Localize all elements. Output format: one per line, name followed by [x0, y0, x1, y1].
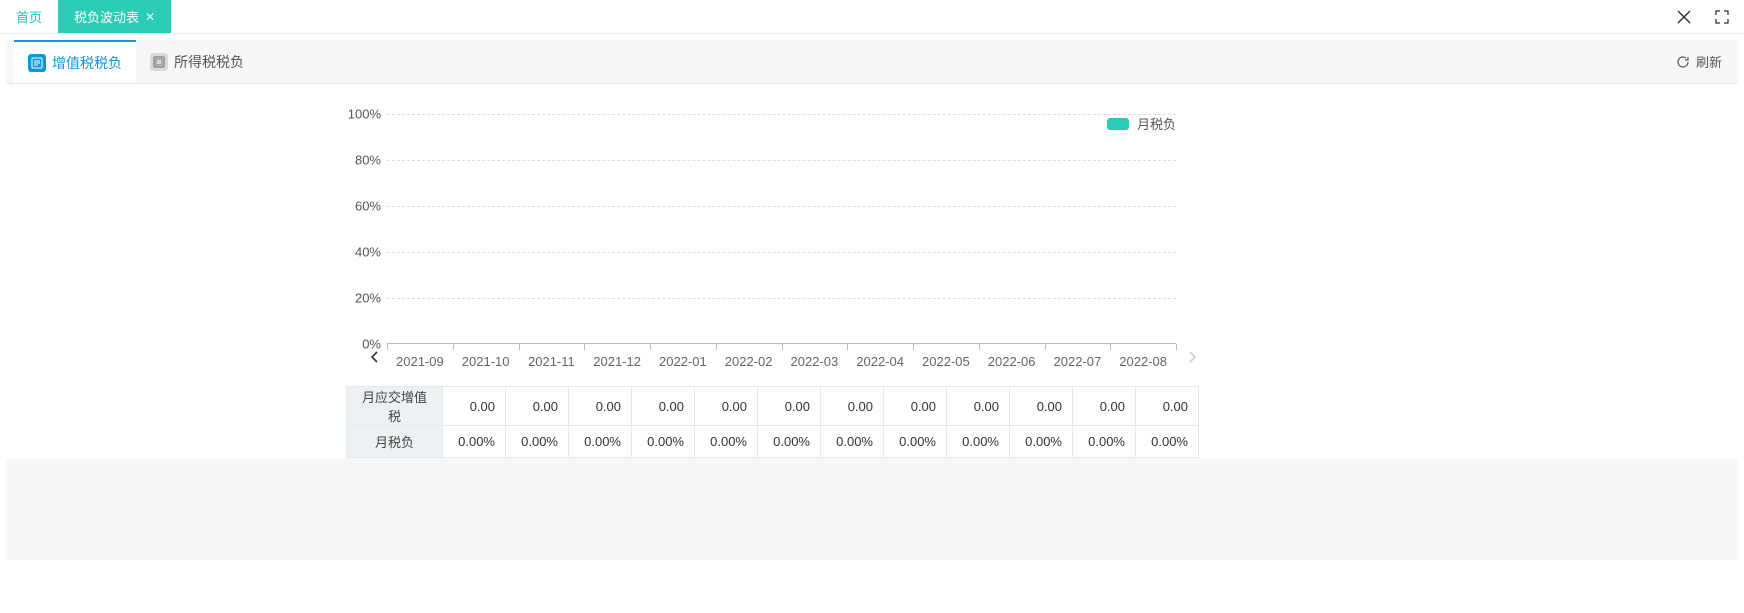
- table-cell: 0.00%: [758, 426, 821, 458]
- refresh-icon: [1676, 55, 1690, 69]
- close-all-tabs-button[interactable]: [1670, 3, 1698, 31]
- table-row: 月税负 0.00% 0.00% 0.00% 0.00% 0.00% 0.00% …: [347, 426, 1199, 458]
- chart-grid-line: [387, 114, 1176, 115]
- x-icon: [1677, 10, 1691, 24]
- table-cell: 0.00%: [1136, 426, 1199, 458]
- chart-x-tick-label: 2021-11: [528, 354, 575, 369]
- tab-tax-fluctuation[interactable]: 税负波动表 ✕: [58, 0, 171, 33]
- chart-x-tick-label: 2021-10: [462, 354, 510, 369]
- chart-grid-line: [387, 252, 1176, 253]
- chevron-right-icon: [1186, 350, 1198, 364]
- chart-next-button[interactable]: [1186, 350, 1198, 369]
- chart-x-tick-mark: [584, 344, 585, 350]
- chart-x-tick-mark: [387, 344, 388, 350]
- fullscreen-button[interactable]: [1708, 3, 1736, 31]
- table-cell: 0.00%: [1010, 426, 1073, 458]
- tab-home[interactable]: 首页: [0, 0, 58, 33]
- table-cell: 0.00%: [884, 426, 947, 458]
- vat-icon: [28, 54, 46, 72]
- chart-x-tick-mark: [519, 344, 520, 350]
- chart-grid-line: [387, 206, 1176, 207]
- chart-x-tick-mark: [782, 344, 783, 350]
- table-row1-header: 月应交增值税: [347, 387, 443, 426]
- table-cell: 0.00%: [821, 426, 884, 458]
- table-cell: 0.00: [506, 387, 569, 426]
- table-cell: 0.00%: [1073, 426, 1136, 458]
- chart-grid-line: [387, 160, 1176, 161]
- chart-y-tick: 80%: [331, 153, 381, 168]
- chart-x-tick-label: 2021-09: [396, 354, 444, 369]
- chart-x-tick-mark: [1045, 344, 1046, 350]
- chart-data-table: 月应交增值税 0.00 0.00 0.00 0.00 0.00 0.00 0.0…: [346, 386, 1199, 458]
- table-cell: 0.00: [947, 387, 1010, 426]
- table-cell: 0.00%: [947, 426, 1010, 458]
- chart-x-tick-mark: [1176, 344, 1177, 350]
- income-tax-icon: [150, 53, 168, 71]
- chart-x-tick-mark: [453, 344, 454, 350]
- chart-x-tick-label: 2022-04: [856, 354, 904, 369]
- top-tab-strip: 首页 税负波动表 ✕: [0, 0, 1744, 34]
- subtab-vat[interactable]: 增值税税负: [14, 40, 136, 83]
- close-icon[interactable]: ✕: [145, 10, 155, 24]
- chart-x-tick-label: 2022-07: [1054, 354, 1102, 369]
- table-cell: 0.00: [443, 387, 506, 426]
- table-cell: 0.00: [1136, 387, 1199, 426]
- chevron-left-icon: [369, 350, 381, 364]
- tab-active-label: 税负波动表: [74, 7, 139, 26]
- table-row: 月应交增值税 0.00 0.00 0.00 0.00 0.00 0.00 0.0…: [347, 387, 1199, 426]
- table-cell: 0.00%: [569, 426, 632, 458]
- chart-x-tick-mark: [716, 344, 717, 350]
- chart-x-tick-mark: [847, 344, 848, 350]
- chart-x-tick-label: 2021-12: [593, 354, 641, 369]
- table-cell: 0.00%: [443, 426, 506, 458]
- chart-x-tick-label: 2022-01: [659, 354, 707, 369]
- table-cell: 0.00: [758, 387, 821, 426]
- chart-x-tick-label: 2022-02: [725, 354, 773, 369]
- fullscreen-icon: [1715, 10, 1729, 24]
- table-row2-header: 月税负: [347, 426, 443, 458]
- chart-y-tick: 0%: [331, 337, 381, 352]
- chart-x-tick-mark: [913, 344, 914, 350]
- chart-x-tick-label: 2022-03: [791, 354, 839, 369]
- table-cell: 0.00: [821, 387, 884, 426]
- chart-y-tick: 40%: [331, 245, 381, 260]
- content-card: 增值税税负 所得税税负 刷新 月税负: [6, 40, 1738, 560]
- table-cell: 0.00: [632, 387, 695, 426]
- chart-x-tick-mark: [650, 344, 651, 350]
- chart-grid-line: [387, 298, 1176, 299]
- chart-x-tick-mark: [1110, 344, 1111, 350]
- chart-wrap: 月税负 0%20%40%60%80%100%2021-092021-102021…: [6, 84, 1738, 458]
- chart-x-tick-mark: [979, 344, 980, 350]
- chart-prev-button[interactable]: [369, 350, 381, 369]
- tab-strip-actions: [1670, 0, 1744, 33]
- table-cell: 0.00%: [695, 426, 758, 458]
- refresh-label: 刷新: [1696, 52, 1722, 71]
- chart-x-tick-label: 2022-08: [1119, 354, 1167, 369]
- subtab-row: 增值税税负 所得税税负 刷新: [6, 40, 1738, 84]
- subtab-income-label: 所得税税负: [174, 52, 244, 72]
- tab-home-label: 首页: [16, 7, 42, 26]
- table-cell: 0.00%: [632, 426, 695, 458]
- chart-area: 月税负 0%20%40%60%80%100%2021-092021-102021…: [16, 114, 1196, 458]
- table-cell: 0.00: [695, 387, 758, 426]
- chart-y-tick: 20%: [331, 291, 381, 306]
- table-cell: 0.00: [569, 387, 632, 426]
- chart-x-tick-label: 2022-05: [922, 354, 970, 369]
- chart-y-tick: 60%: [331, 199, 381, 214]
- table-cell: 0.00: [1073, 387, 1136, 426]
- chart-plot: 0%20%40%60%80%100%2021-092021-102021-112…: [386, 114, 1176, 344]
- table-cell: 0.00: [1010, 387, 1073, 426]
- subtab-vat-label: 增值税税负: [52, 53, 122, 73]
- subtab-income-tax[interactable]: 所得税税负: [136, 40, 258, 83]
- table-cell: 0.00: [884, 387, 947, 426]
- chart-y-tick: 100%: [331, 107, 381, 122]
- refresh-button[interactable]: 刷新: [1676, 52, 1730, 71]
- chart-x-tick-label: 2022-06: [988, 354, 1036, 369]
- table-cell: 0.00%: [506, 426, 569, 458]
